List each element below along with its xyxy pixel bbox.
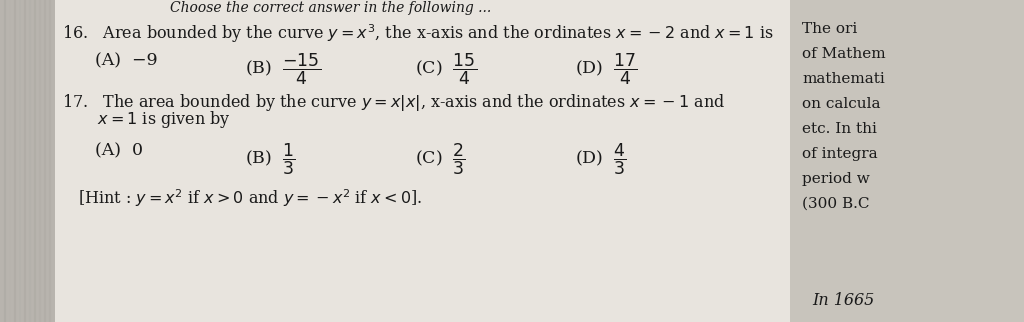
Text: of integra: of integra [802, 147, 878, 161]
Text: (D)  $\dfrac{4}{3}$: (D) $\dfrac{4}{3}$ [575, 142, 627, 177]
Text: 16.   Area bounded by the curve $y=x^3$, the x-axis and the ordinates $x=-2$ and: 16. Area bounded by the curve $y=x^3$, t… [62, 22, 774, 45]
Text: The ori: The ori [802, 22, 857, 36]
Text: period w: period w [802, 172, 869, 186]
Text: $x=1$ is given by: $x=1$ is given by [62, 109, 230, 130]
Bar [790, 0, 1024, 322]
Text: (D)  $\dfrac{17}{4}$: (D) $\dfrac{17}{4}$ [575, 52, 638, 88]
Text: (C)  $\dfrac{2}{3}$: (C) $\dfrac{2}{3}$ [415, 142, 466, 177]
Text: (C)  $\dfrac{15}{4}$: (C) $\dfrac{15}{4}$ [415, 52, 477, 88]
Text: (A)  −9: (A) −9 [95, 52, 158, 69]
Text: (B)  $\dfrac{1}{3}$: (B) $\dfrac{1}{3}$ [245, 142, 296, 177]
Text: etc. In thi: etc. In thi [802, 122, 877, 136]
Text: (A)  0: (A) 0 [95, 142, 143, 159]
Text: (300 B.C: (300 B.C [802, 197, 869, 211]
Text: 17.   The area bounded by the curve $y=x|x|$, x-axis and the ordinates $x=-1$ an: 17. The area bounded by the curve $y=x|x… [62, 92, 725, 113]
Text: [Hint : $y=x^2$ if $x>0$ and $y=-x^2$ if $x<0$].: [Hint : $y=x^2$ if $x>0$ and $y=-x^2$ if… [78, 187, 422, 209]
Text: mathemati: mathemati [802, 72, 885, 86]
Text: (B)  $\dfrac{-15}{4}$: (B) $\dfrac{-15}{4}$ [245, 52, 322, 88]
Text: Choose the correct answer in the following ...: Choose the correct answer in the followi… [170, 1, 492, 15]
Text: on calcula: on calcula [802, 97, 881, 111]
Text: of Mathem: of Mathem [802, 47, 886, 61]
Text: In 1665: In 1665 [812, 292, 874, 309]
Bar [0, 0, 55, 322]
